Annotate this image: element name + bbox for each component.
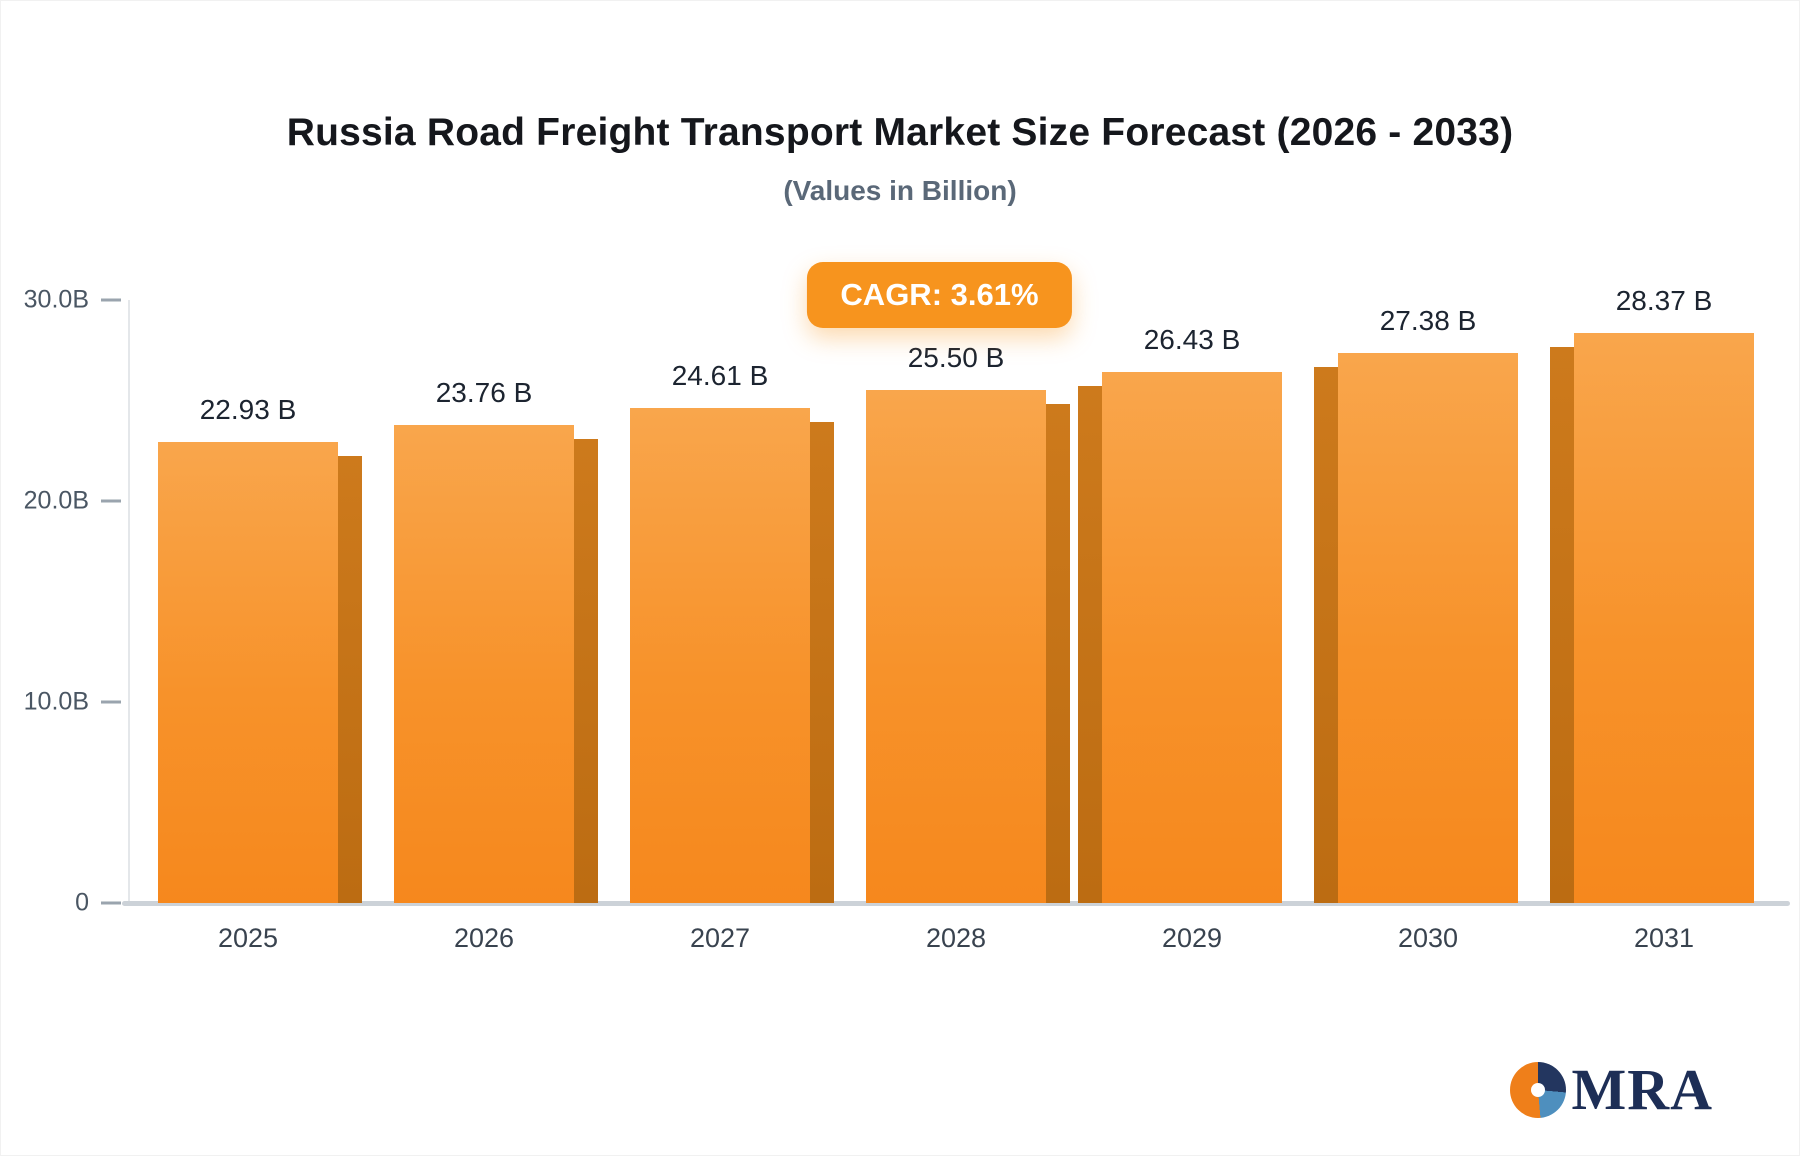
bar-group: 27.38 B 2030 xyxy=(1310,300,1546,953)
bar-3d-side xyxy=(1314,366,1338,903)
bar-group: 22.93 B 2025 xyxy=(130,300,366,953)
y-tick-mark xyxy=(101,700,121,704)
mra-logo: MRA xyxy=(1510,1061,1713,1119)
mra-logo-pie-icon xyxy=(1510,1062,1567,1118)
y-tick: 10.0B xyxy=(24,688,130,717)
bar-value-label: 26.43 B xyxy=(1143,323,1241,355)
bar-value-label: 27.38 B xyxy=(1379,304,1477,336)
bar-value-label: 24.61 B xyxy=(671,360,769,392)
x-axis-label: 2029 xyxy=(1161,923,1223,953)
y-tick-mark xyxy=(101,499,121,503)
bar-group: 24.61 B 2027 xyxy=(602,300,838,953)
x-axis-label: 2026 xyxy=(453,923,515,953)
bar xyxy=(1102,371,1282,903)
x-axis-label: 2031 xyxy=(1633,923,1695,953)
bar-3d-side xyxy=(1046,404,1070,903)
bar-group: 23.76 B 2026 xyxy=(366,300,602,953)
x-axis-label: 2025 xyxy=(217,923,279,953)
y-tick: 20.0B xyxy=(24,487,130,516)
bar xyxy=(1338,352,1518,903)
bar-group: 28.37 B 2031 xyxy=(1546,285,1782,953)
bar xyxy=(630,408,810,903)
y-tick-mark xyxy=(101,901,121,905)
bar-3d-side xyxy=(338,456,362,903)
bar-group: 25.50 B 2028 xyxy=(838,300,1074,953)
bar xyxy=(866,390,1046,903)
bar-group: 26.43 B 2029 xyxy=(1074,300,1310,953)
chart-subtitle: (Values in Billion) xyxy=(783,175,1017,206)
bar-value-label: 23.76 B xyxy=(435,377,533,409)
bar-value-label: 25.50 B xyxy=(907,342,1005,374)
plot-area: 0 10.0B 20.0B 30.0B 22.93 B 2025 23.76 B 2026 2… xyxy=(24,262,1790,953)
bar-3d-side xyxy=(574,439,598,903)
bar xyxy=(394,425,574,903)
y-tick-label: 30.0B xyxy=(23,285,89,314)
bar xyxy=(158,442,338,903)
bar-value-label: 22.93 B xyxy=(199,394,297,426)
chart-title: Russia Road Freight Transport Market Siz… xyxy=(286,111,1514,154)
y-tick-label: 20.0B xyxy=(23,486,89,515)
x-axis-label: 2028 xyxy=(925,923,987,953)
bar-3d-side xyxy=(1550,346,1574,903)
mra-logo-text: MRA xyxy=(1571,1057,1713,1122)
y-tick: 0 xyxy=(75,889,130,918)
y-tick-mark xyxy=(101,298,121,302)
bar-3d-side xyxy=(810,422,834,903)
y-tick-label: 0 xyxy=(75,888,89,917)
y-axis-line xyxy=(128,300,130,903)
x-axis-label: 2030 xyxy=(1397,923,1459,953)
bars-container: 22.93 B 2025 23.76 B 2026 24.61 B 2027 25.50 B… xyxy=(130,285,1782,953)
cagr-badge: CAGR: 3.61% xyxy=(807,262,1072,328)
bar xyxy=(1574,332,1754,903)
y-tick-label: 10.0B xyxy=(23,687,89,716)
bar-value-label: 28.37 B xyxy=(1615,284,1713,316)
bar-3d-side xyxy=(1078,385,1102,903)
x-axis-label: 2027 xyxy=(689,923,751,953)
x-axis-line xyxy=(122,901,1790,906)
y-tick: 30.0B xyxy=(24,286,130,315)
